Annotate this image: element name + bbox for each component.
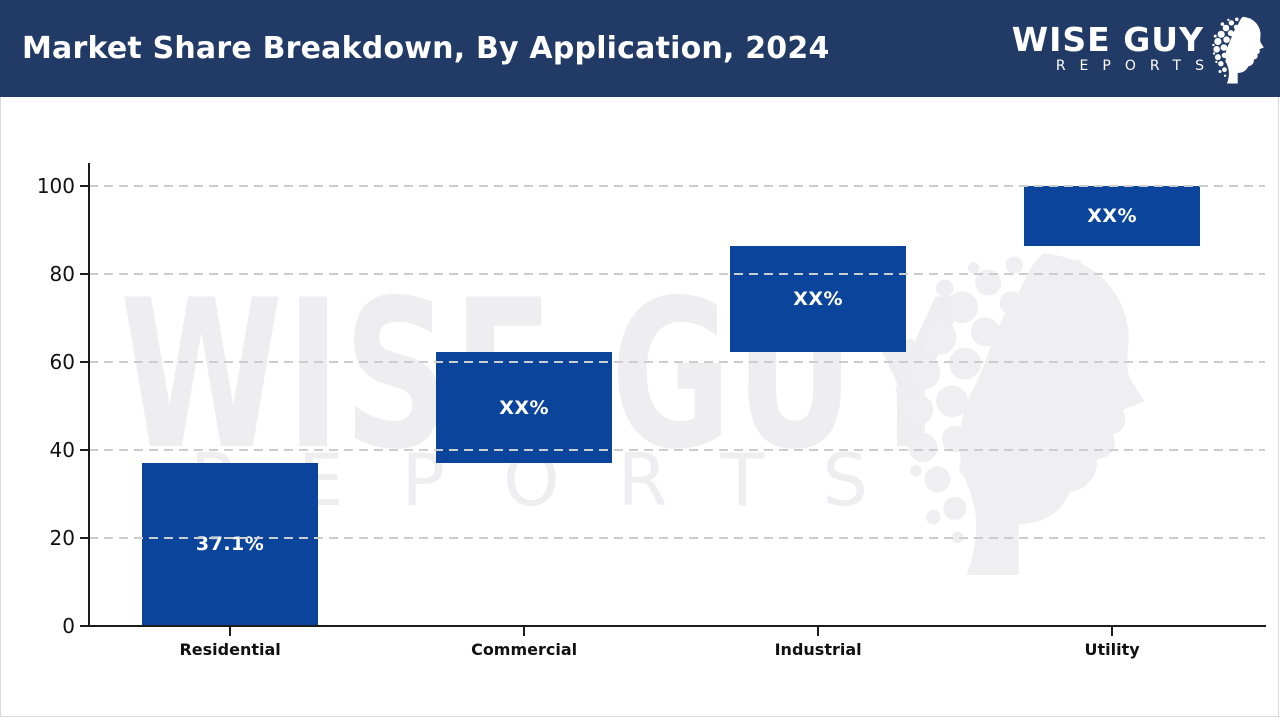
- x-tick: [523, 627, 526, 636]
- bar-industrial: XX%: [730, 246, 907, 353]
- y-tick: [80, 273, 89, 275]
- x-tick: [817, 627, 820, 636]
- bar-utility: XX%: [1024, 186, 1201, 247]
- wiseguy-head-icon: [1208, 10, 1268, 88]
- gridline-20: [89, 537, 1265, 539]
- logo-subtitle: REPORTS: [1055, 57, 1218, 74]
- y-tick-label: 80: [49, 262, 75, 286]
- category-label-utility: Utility: [1084, 640, 1140, 659]
- x-tick: [1111, 627, 1114, 636]
- logo-text: WISE GUY REPORTS: [1011, 19, 1204, 75]
- bar-value-label: XX%: [793, 288, 844, 311]
- header-band: Market Share Breakdown, By Application, …: [0, 0, 1280, 97]
- y-tick: [80, 185, 89, 187]
- bar-value-label: XX%: [499, 396, 550, 419]
- category-label-commercial: Commercial: [471, 640, 578, 659]
- bottom-border: [0, 716, 1280, 717]
- y-tick: [80, 625, 89, 627]
- y-tick-label: 0: [62, 614, 75, 638]
- bar-commercial: XX%: [436, 352, 613, 463]
- watermark-head-glyph: [895, 253, 1145, 575]
- gridline-100: [89, 185, 1265, 187]
- watermark-head-icon: [875, 242, 1165, 575]
- y-tick: [80, 537, 89, 539]
- x-tick: [229, 627, 232, 636]
- page-title: Market Share Breakdown, By Application, …: [22, 31, 830, 66]
- category-label-industrial: Industrial: [774, 640, 862, 659]
- gridline-80: [89, 273, 1265, 275]
- y-tick-label: 60: [49, 350, 75, 374]
- bar-value-label: XX%: [1087, 205, 1138, 228]
- wiseguy-logo: WISE GUY REPORTS: [1012, 10, 1280, 88]
- y-axis-spine: [88, 163, 90, 627]
- category-label-residential: Residential: [179, 640, 281, 659]
- x-axis-spine: [88, 625, 1266, 627]
- wiseguy-head-glyph: [1212, 16, 1264, 83]
- y-tick-label: 20: [49, 526, 75, 550]
- y-tick-label: 100: [36, 174, 75, 198]
- logo-wordmark: WISE GUY: [1011, 19, 1204, 59]
- bar-residential: 37.1%: [142, 462, 319, 626]
- y-tick-label: 40: [49, 438, 75, 462]
- y-tick: [80, 361, 89, 363]
- y-tick: [80, 449, 89, 451]
- gridline-60: [89, 361, 1265, 363]
- right-border: [1278, 97, 1279, 717]
- left-border: [0, 97, 1, 717]
- gridline-40: [89, 449, 1265, 451]
